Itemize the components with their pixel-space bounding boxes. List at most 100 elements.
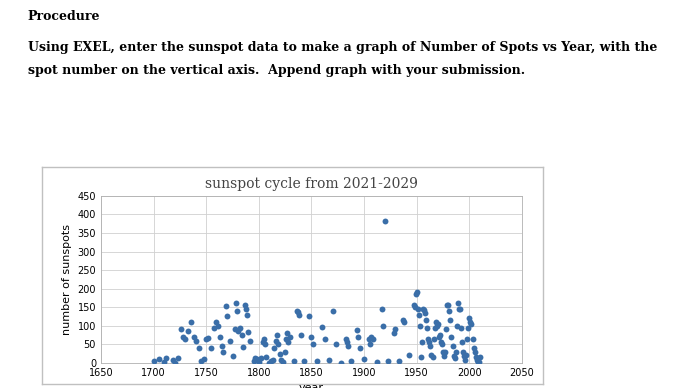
Point xyxy=(216,343,228,349)
Point xyxy=(457,339,468,345)
Point xyxy=(393,358,404,364)
Point xyxy=(203,334,214,341)
Point xyxy=(399,319,410,325)
Point xyxy=(278,359,289,365)
Point xyxy=(351,327,363,333)
Point xyxy=(342,339,353,345)
Point xyxy=(255,355,267,362)
Point xyxy=(452,300,464,307)
Point xyxy=(188,334,199,340)
Point xyxy=(445,317,456,323)
Y-axis label: number of sunspots: number of sunspots xyxy=(62,224,72,335)
Point xyxy=(425,343,436,349)
Point xyxy=(467,336,478,342)
Point xyxy=(459,357,470,363)
Point xyxy=(463,324,474,331)
Point xyxy=(447,343,458,349)
Point xyxy=(272,341,283,347)
Point xyxy=(271,332,283,338)
Point xyxy=(377,306,388,312)
Point xyxy=(469,348,480,355)
Point xyxy=(295,332,306,338)
Point xyxy=(472,359,483,365)
Point xyxy=(212,322,223,329)
Point xyxy=(260,341,271,347)
Point xyxy=(377,322,388,329)
Point xyxy=(276,357,287,363)
Title: sunspot cycle from 2021-2029: sunspot cycle from 2021-2029 xyxy=(205,177,418,191)
Text: Procedure: Procedure xyxy=(28,10,100,23)
Point xyxy=(231,308,242,314)
Point xyxy=(264,360,275,366)
Point xyxy=(172,355,183,361)
Point xyxy=(454,306,466,312)
Point xyxy=(444,308,455,314)
Point xyxy=(379,218,390,224)
Point xyxy=(434,332,445,338)
Point xyxy=(410,291,421,297)
Point xyxy=(358,356,370,362)
Point xyxy=(434,334,445,340)
Point xyxy=(465,319,476,325)
Point xyxy=(292,308,303,315)
Point xyxy=(473,359,484,365)
Point xyxy=(282,330,293,336)
Point xyxy=(426,352,437,359)
Point xyxy=(180,336,191,343)
Point xyxy=(457,348,468,355)
Point xyxy=(448,353,459,359)
Point xyxy=(243,329,254,336)
Point xyxy=(266,358,277,364)
Text: spot number on the vertical axis.  Append graph with your submission.: spot number on the vertical axis. Append… xyxy=(28,64,525,77)
Point xyxy=(324,357,335,363)
Point xyxy=(352,334,363,340)
Point xyxy=(251,356,262,362)
Point xyxy=(214,334,226,340)
Point xyxy=(274,350,285,357)
Point xyxy=(210,319,221,325)
Point xyxy=(367,336,378,342)
Point xyxy=(198,356,209,362)
Point xyxy=(177,334,189,340)
Point xyxy=(464,315,475,321)
Point xyxy=(404,352,415,359)
Point xyxy=(225,338,236,344)
Point xyxy=(206,345,217,351)
Point xyxy=(438,348,449,355)
Point xyxy=(239,301,251,308)
Point xyxy=(408,302,419,308)
Point xyxy=(471,357,482,363)
Point xyxy=(249,355,260,362)
Point xyxy=(237,344,248,350)
Point xyxy=(260,354,271,360)
Point xyxy=(242,312,253,318)
Point xyxy=(293,312,304,318)
Point xyxy=(285,334,296,340)
Point xyxy=(365,341,376,347)
Point xyxy=(442,302,453,308)
Point xyxy=(267,357,278,363)
Point xyxy=(366,334,377,340)
Point xyxy=(468,345,479,351)
Point xyxy=(229,326,240,333)
Point xyxy=(221,303,232,309)
Point xyxy=(235,324,246,331)
Point xyxy=(466,321,477,327)
Point xyxy=(193,345,205,351)
Point xyxy=(222,314,233,320)
Point xyxy=(258,336,269,342)
Point xyxy=(431,322,442,329)
Point xyxy=(270,338,281,344)
Point xyxy=(241,306,252,312)
Point xyxy=(430,319,441,325)
Point xyxy=(335,360,347,366)
Point xyxy=(291,308,302,314)
Point xyxy=(340,336,351,342)
Point xyxy=(450,348,461,355)
Point xyxy=(446,334,457,340)
Point xyxy=(217,348,228,355)
Text: Using EXEL, enter the sunspot data to make a graph of Number of Spots vs Year, w: Using EXEL, enter the sunspot data to ma… xyxy=(28,41,657,54)
Point xyxy=(364,336,375,342)
Point xyxy=(451,322,462,329)
Point xyxy=(432,321,443,327)
